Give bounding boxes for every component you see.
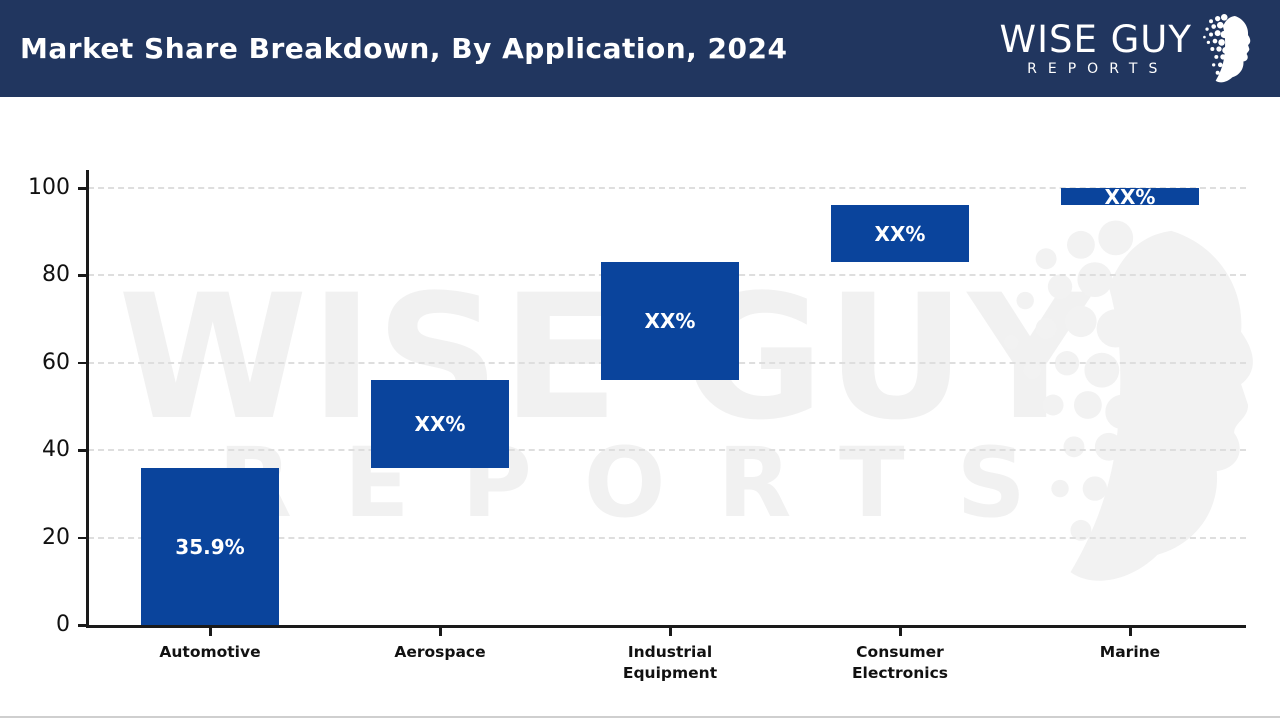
header-bar: Market Share Breakdown, By Application, …: [0, 0, 1280, 97]
bar: 35.9%: [141, 468, 279, 625]
x-axis-line: [86, 625, 1246, 628]
brand-name: WISE GUY: [999, 17, 1192, 61]
x-category-label: Consumer Electronics: [790, 642, 1010, 684]
bar-value-label: 35.9%: [175, 534, 245, 559]
page-title: Market Share Breakdown, By Application, …: [20, 32, 788, 65]
y-tick: [78, 274, 88, 277]
x-category-label: Industrial Equipment: [560, 642, 780, 684]
y-tick: [78, 449, 88, 452]
y-axis-line: [86, 170, 89, 628]
y-tick-label: 80: [42, 262, 70, 288]
x-category-label: Marine: [1020, 642, 1240, 663]
y-tick: [78, 187, 88, 190]
watermark-subtext: REPORTS: [218, 427, 1078, 539]
y-tick: [78, 536, 88, 540]
x-tick: [669, 628, 672, 636]
y-tick: [78, 361, 88, 365]
bar: XX%: [601, 262, 739, 381]
x-category-label-line: Aerospace: [394, 643, 486, 661]
x-category-label: Aerospace: [330, 642, 550, 663]
bottom-border: [0, 716, 1280, 718]
bar-value-label: XX%: [414, 412, 466, 437]
gridline: [88, 449, 1246, 452]
y-tick: [78, 624, 88, 627]
x-tick: [1129, 628, 1132, 636]
x-tick: [899, 628, 902, 636]
x-category-label: Automotive: [100, 642, 320, 663]
bar: XX%: [831, 205, 969, 263]
x-tick: [439, 628, 442, 636]
x-category-label-line: Consumer: [856, 643, 944, 661]
bar: XX%: [1061, 185, 1199, 209]
y-tick-label: 0: [56, 612, 70, 637]
x-category-label-line: Automotive: [159, 643, 261, 661]
x-category-label-line: Industrial: [627, 643, 713, 661]
x-tick: [209, 628, 212, 636]
bar-value-label: XX%: [1104, 184, 1156, 209]
x-category-label-line: Electronics: [851, 663, 949, 682]
bar-value-label: XX%: [644, 309, 696, 334]
x-category-label-line: Equipment: [622, 663, 718, 682]
bar-value-label: XX%: [874, 221, 926, 246]
bar: XX%: [371, 380, 509, 469]
brand-logo-text: WISE GUY REPORTS: [1000, 21, 1192, 77]
brand-face-icon: [1178, 9, 1252, 89]
brand-subtitle: REPORTS: [1027, 60, 1169, 77]
gridline: [88, 536, 1246, 539]
y-tick-label: 20: [42, 524, 70, 550]
y-tick-label: 40: [42, 437, 70, 463]
brand-logo: WISE GUY REPORTS: [1000, 9, 1252, 89]
gridline: [88, 187, 1246, 189]
plot-area: 0 20 40 60 80 100 35.9% XX% XX% XX% XX% Automotive A…: [0, 97, 1280, 720]
chart-area: WISE GUY REPORTS 0 20 40 60 80 100 35.9% XX% XX%…: [0, 97, 1280, 720]
x-category-label-line: Marine: [1099, 643, 1161, 661]
y-tick-label: 60: [42, 349, 70, 375]
y-tick-label: 100: [28, 175, 70, 200]
